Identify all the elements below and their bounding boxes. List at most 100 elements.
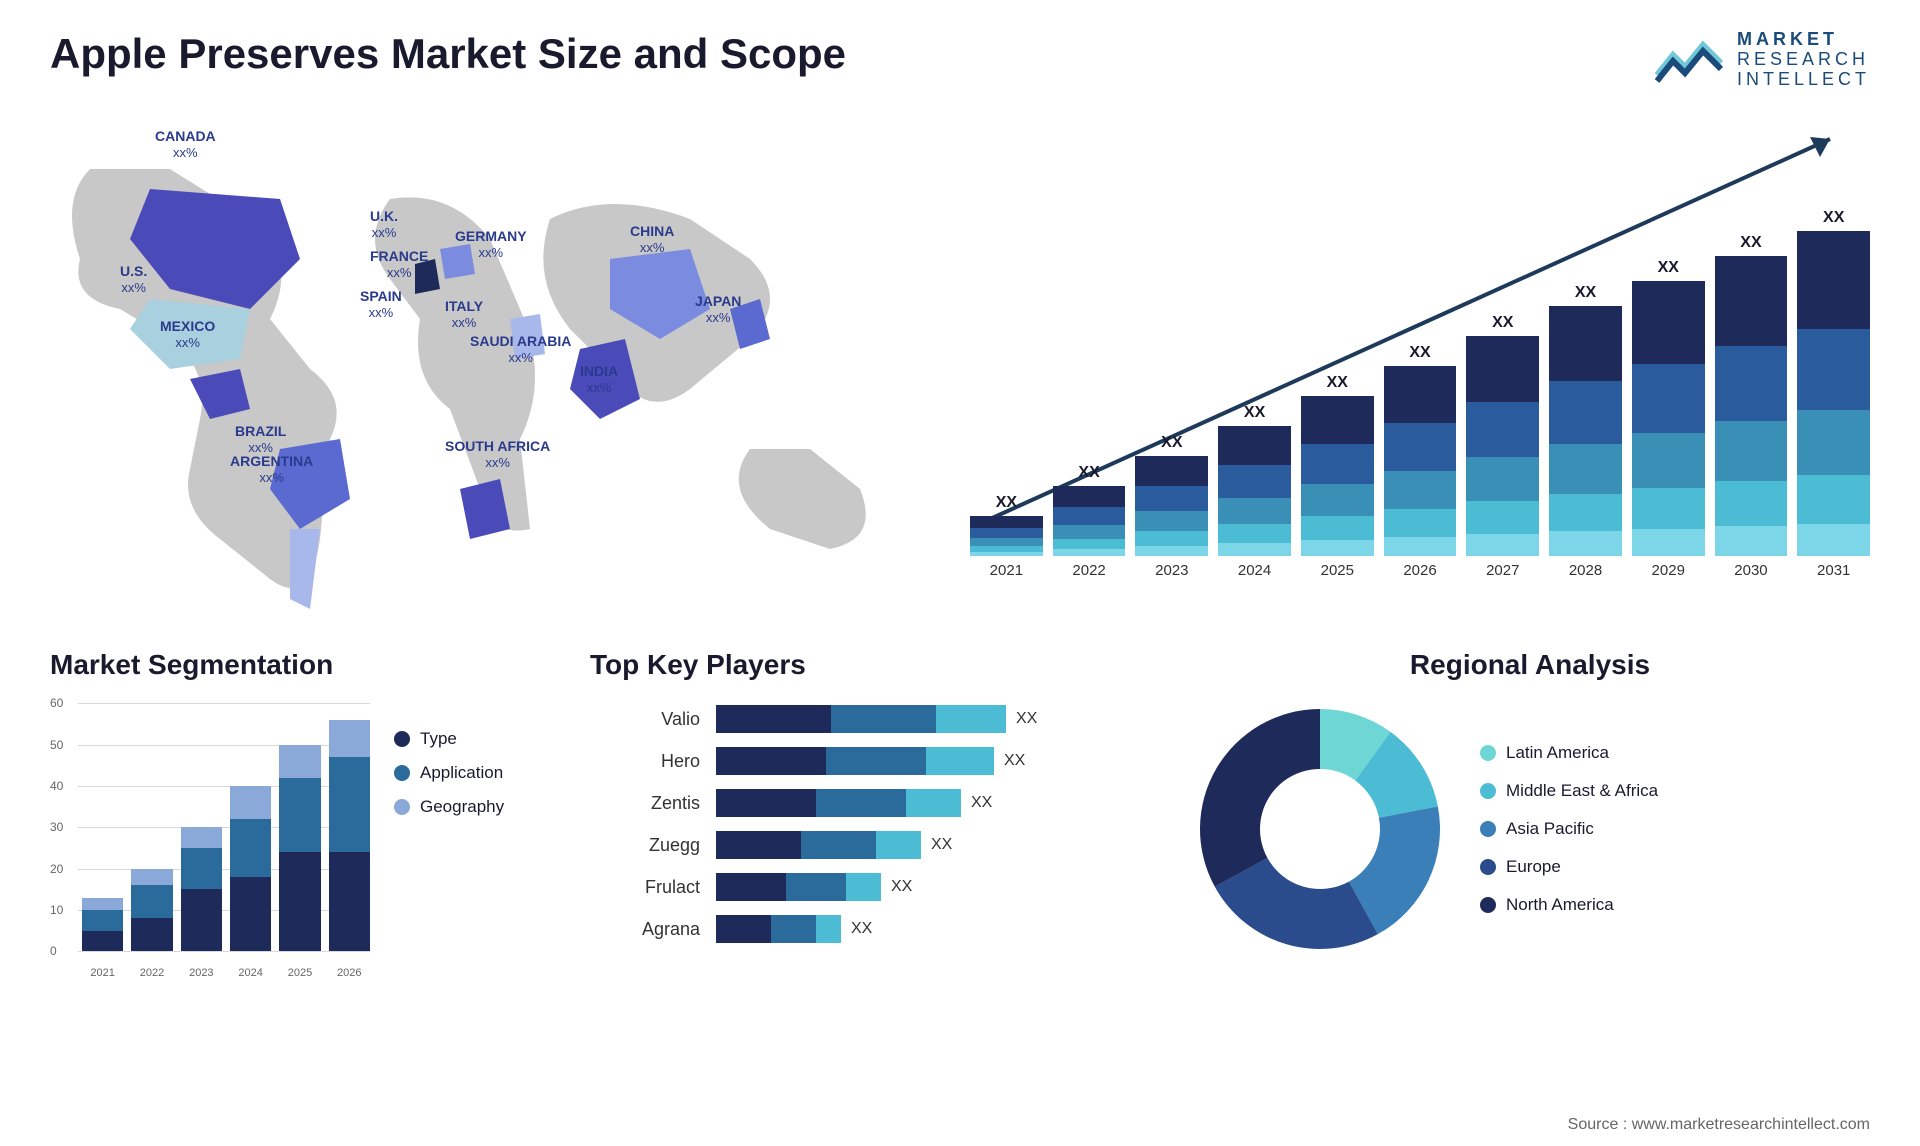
seg-ytick: 0 bbox=[50, 944, 57, 958]
seg-xlabel: 2023 bbox=[181, 967, 222, 979]
keyplayer-label: Zentis bbox=[651, 789, 700, 817]
growth-bar-label: XX bbox=[1658, 259, 1679, 277]
growth-bar-label: XX bbox=[996, 494, 1017, 512]
donut-slice bbox=[1200, 709, 1320, 887]
growth-bar-label: XX bbox=[1078, 464, 1099, 482]
legend-item: Application bbox=[394, 763, 504, 783]
growth-year-label: 2024 bbox=[1238, 562, 1271, 579]
growth-year-label: 2025 bbox=[1321, 562, 1354, 579]
growth-bar-label: XX bbox=[1823, 209, 1844, 227]
map-label: BRAZILxx% bbox=[235, 424, 286, 455]
growth-bar bbox=[1715, 256, 1788, 556]
segmentation-legend: Type Application Geography bbox=[394, 699, 504, 979]
logo-line3: INTELLECT bbox=[1737, 70, 1870, 90]
growth-bar-label: XX bbox=[1492, 314, 1513, 332]
growth-bar-label: XX bbox=[1740, 234, 1761, 252]
growth-bar bbox=[1053, 486, 1126, 556]
map-label: ARGENTINAxx% bbox=[230, 454, 313, 485]
map-label: MEXICOxx% bbox=[160, 319, 215, 350]
seg-xlabel: 2025 bbox=[279, 967, 320, 979]
growth-bar-label: XX bbox=[1327, 374, 1348, 392]
logo-line2: RESEARCH bbox=[1737, 50, 1870, 70]
segmentation-bar bbox=[181, 827, 222, 951]
growth-bar bbox=[970, 516, 1043, 556]
legend-item: Geography bbox=[394, 797, 504, 817]
legend-item: Asia Pacific bbox=[1480, 819, 1658, 839]
growth-bar bbox=[1797, 231, 1870, 556]
growth-bar bbox=[1466, 336, 1539, 556]
regional-donut bbox=[1190, 699, 1450, 959]
keyplayer-label: Valio bbox=[661, 705, 700, 733]
brand-logo: MARKET RESEARCH INTELLECT bbox=[1655, 30, 1870, 89]
keyplayer-row: XX bbox=[716, 747, 1150, 775]
keyplayers-title: Top Key Players bbox=[590, 649, 1150, 681]
legend-item: North America bbox=[1480, 895, 1658, 915]
world-map: CANADAxx% U.S.xx% MEXICOxx% BRAZILxx%ARGENT… bbox=[50, 109, 890, 619]
page-title: Apple Preserves Market Size and Scope bbox=[50, 30, 846, 78]
map-label: SOUTH AFRICAxx% bbox=[445, 439, 550, 470]
growth-year-label: 2028 bbox=[1569, 562, 1602, 579]
seg-ytick: 40 bbox=[50, 779, 63, 793]
map-label: CANADAxx% bbox=[155, 129, 216, 160]
source-attribution: Source : www.marketresearchintellect.com bbox=[1568, 1116, 1870, 1134]
keyplayer-row: XX bbox=[716, 915, 1150, 943]
map-label: U.S.xx% bbox=[120, 264, 147, 295]
regional-panel: Regional Analysis Latin America Middle Ea… bbox=[1190, 649, 1870, 979]
segmentation-panel: Market Segmentation 0102030405060 202120… bbox=[50, 649, 550, 979]
growth-year-label: 2030 bbox=[1734, 562, 1767, 579]
growth-year-label: 2029 bbox=[1652, 562, 1685, 579]
growth-year-label: 2026 bbox=[1403, 562, 1436, 579]
map-label: GERMANYxx% bbox=[455, 229, 527, 260]
growth-bar bbox=[1301, 396, 1374, 556]
segmentation-bar bbox=[329, 720, 370, 951]
segmentation-bar bbox=[279, 745, 320, 952]
growth-bar-label: XX bbox=[1409, 344, 1430, 362]
regional-legend: Latin America Middle East & Africa Asia Pa… bbox=[1480, 743, 1658, 915]
map-label: SAUDI ARABIAxx% bbox=[470, 334, 571, 365]
growth-year-label: 2027 bbox=[1486, 562, 1519, 579]
seg-xlabel: 2022 bbox=[131, 967, 172, 979]
growth-year-label: 2021 bbox=[990, 562, 1023, 579]
segmentation-bar bbox=[230, 786, 271, 951]
legend-item: Middle East & Africa bbox=[1480, 781, 1658, 801]
growth-bar bbox=[1218, 426, 1291, 556]
map-label: JAPANxx% bbox=[695, 294, 741, 325]
seg-ytick: 60 bbox=[50, 696, 63, 710]
keyplayer-label: Frulact bbox=[645, 873, 700, 901]
seg-ytick: 10 bbox=[50, 903, 63, 917]
keyplayers-panel: Top Key Players Valio Hero Zentis Zuegg Frul… bbox=[590, 649, 1150, 979]
keyplayer-label: Zuegg bbox=[649, 831, 700, 859]
keyplayer-label: Agrana bbox=[642, 915, 700, 943]
keyplayer-row: XX bbox=[716, 831, 1150, 859]
keyplayer-row: XX bbox=[716, 705, 1150, 733]
growth-bar bbox=[1384, 366, 1457, 556]
seg-xlabel: 2024 bbox=[230, 967, 271, 979]
seg-ytick: 50 bbox=[50, 738, 63, 752]
map-label: CHINAxx% bbox=[630, 224, 674, 255]
seg-xlabel: 2026 bbox=[329, 967, 370, 979]
growth-chart: XX2021XX2022XX2023XX2024XX2025XX2026XX20… bbox=[950, 109, 1870, 619]
keyplayers-chart: XX XX XX XX XX XX bbox=[716, 699, 1150, 943]
map-label: FRANCExx% bbox=[370, 249, 428, 280]
keyplayer-row: XX bbox=[716, 873, 1150, 901]
keyplayer-label: Hero bbox=[661, 747, 700, 775]
growth-year-label: 2023 bbox=[1155, 562, 1188, 579]
map-label: INDIAxx% bbox=[580, 364, 618, 395]
growth-bar bbox=[1549, 306, 1622, 556]
map-label: U.K.xx% bbox=[370, 209, 398, 240]
map-label: SPAINxx% bbox=[360, 289, 402, 320]
logo-icon bbox=[1655, 35, 1725, 85]
keyplayer-row: XX bbox=[716, 789, 1150, 817]
map-label: ITALYxx% bbox=[445, 299, 483, 330]
growth-bar bbox=[1632, 281, 1705, 556]
seg-ytick: 30 bbox=[50, 820, 63, 834]
seg-ytick: 20 bbox=[50, 862, 63, 876]
regional-title: Regional Analysis bbox=[1190, 649, 1870, 681]
segmentation-chart: 0102030405060 202120222023202420252026 bbox=[50, 699, 370, 979]
segmentation-bar bbox=[131, 869, 172, 952]
growth-bar-label: XX bbox=[1244, 404, 1265, 422]
legend-item: Type bbox=[394, 729, 504, 749]
logo-line1: MARKET bbox=[1737, 30, 1870, 50]
segmentation-bar bbox=[82, 898, 123, 952]
legend-item: Latin America bbox=[1480, 743, 1658, 763]
